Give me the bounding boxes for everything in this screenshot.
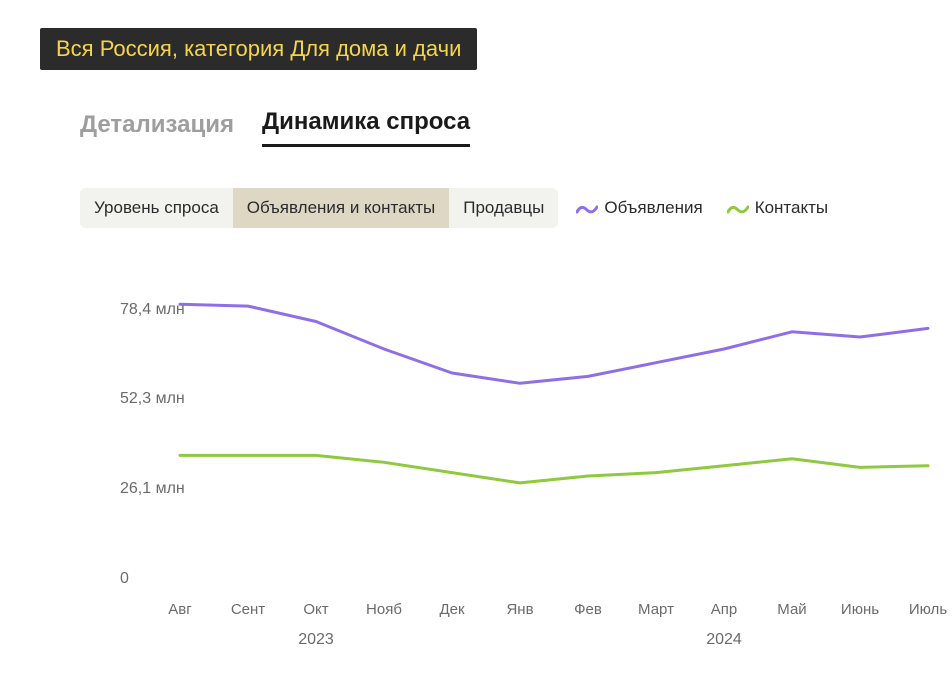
x-axis-label: Янв [506,601,533,618]
x-axis-year: 2024 [706,631,742,649]
seg-demand-level[interactable]: Уровень спроса [80,188,233,228]
legend-label-listings: Объявления [604,198,702,218]
y-axis-label: 26,1 млн [120,480,210,498]
x-axis-label: Сент [231,601,265,618]
tab-dynamics[interactable]: Динамика спроса [262,108,470,147]
legend-swatch-contacts [727,201,749,215]
y-axis-label: 0 [120,570,210,588]
tab-detail[interactable]: Детализация [80,111,234,147]
legend-item-listings: Объявления [576,198,702,218]
x-axis-label: Дек [439,601,464,618]
legend-label-contacts: Контакты [755,198,828,218]
x-axis-label: Окт [303,601,328,618]
y-axis-label: 52,3 млн [120,390,210,408]
chart-legend: Объявления Контакты [576,198,828,218]
legend-swatch-listings [576,201,598,215]
x-axis-label: Апр [711,601,737,618]
x-axis-label: Авг [168,601,191,618]
seg-sellers[interactable]: Продавцы [449,188,558,228]
x-axis-label: Июль [909,601,947,618]
segment-group: Уровень спроса Объявления и контакты Про… [80,188,558,228]
seg-listings-contacts[interactable]: Объявления и контакты [233,188,449,228]
page-title-bar: Вся Россия, категория Для дома и дачи [40,28,477,70]
x-axis-label: Фев [574,601,602,618]
y-axis-label: 78,4 млн [120,301,210,319]
chart-area: 0 26,1 млн 52,3 млн 78,4 млн Авг Сент Окт Нояб Д… [60,250,928,659]
x-axis-year: 2023 [298,631,334,649]
legend-item-contacts: Контакты [727,198,828,218]
page-title: Вся Россия, категория Для дома и дачи [56,36,461,61]
x-axis-label: Май [777,601,806,618]
x-axis-label: Март [638,601,674,618]
series-line [180,455,928,483]
main-tabs: Детализация Динамика спроса [80,108,470,147]
controls-row: Уровень спроса Объявления и контакты Про… [80,188,928,228]
x-axis-label: Нояб [366,601,402,618]
x-axis-label: Июнь [841,601,879,618]
series-line [180,304,928,383]
